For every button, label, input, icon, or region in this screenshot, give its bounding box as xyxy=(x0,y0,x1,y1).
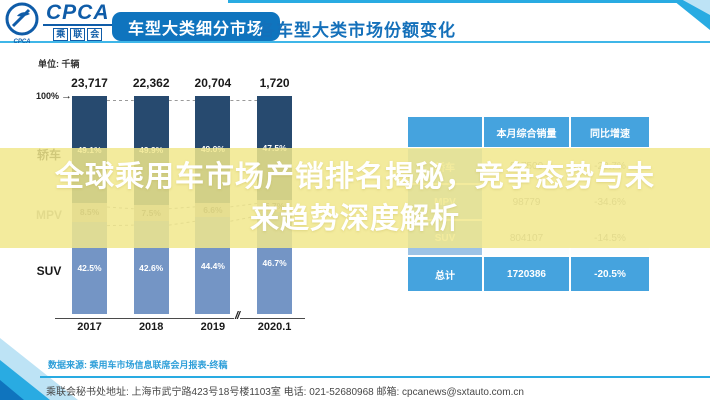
logo-sub-char: 乘 xyxy=(53,28,69,41)
logo-subtitle-boxes: 乘 联 会 xyxy=(53,28,103,41)
segment-value-label: 44.4% xyxy=(200,260,225,271)
x-axis-line xyxy=(55,318,305,319)
page-subtitle: 各车型大类市场份额变化 xyxy=(258,21,456,40)
table-total-row: 总计 1720386 -20.5% xyxy=(408,257,649,291)
headline-line-1: 全球乘用车市场产销排名揭秘，竞争态势与未 xyxy=(54,161,655,193)
bar-total-label: 1,720 xyxy=(259,76,290,90)
unit-label: 单位: 千辆 xyxy=(38,59,80,69)
hundred-percent-label: 100% xyxy=(36,91,60,101)
table-cell-growth: -20.5% xyxy=(571,257,649,291)
x-axis-label: 2020.1 xyxy=(257,320,292,333)
table-row-label: 总计 xyxy=(408,257,482,291)
bar-total-label: 20,704 xyxy=(194,76,232,90)
headline-banner: 全球乘用车市场产销排名揭秘，竞争态势与未 来趋势深度解析 xyxy=(0,148,710,248)
header-divider-line xyxy=(0,41,710,43)
table-header-growth: 同比增速 xyxy=(571,117,649,147)
x-axis-label: 2019 xyxy=(200,320,226,333)
footer-divider-line xyxy=(40,376,710,378)
table-cell-sales: 1720386 xyxy=(484,257,569,291)
cpca-logo: CPCA CPCA 乘 联 会 xyxy=(5,2,113,45)
data-source-note: 数据来源: 乘用车市场信息联席会月报表-终稿 xyxy=(48,360,228,370)
x-axis-label: 2017 xyxy=(77,321,102,334)
logo-brand-text: CPCA xyxy=(43,2,113,26)
hundred-percent-marker: 100% → xyxy=(36,89,73,102)
logo-sub-char: 联 xyxy=(70,28,86,41)
table-header-blank xyxy=(408,117,482,147)
series-label-SUV: SUV xyxy=(36,263,62,278)
top-accent-line xyxy=(228,0,710,3)
segment-value-label: 42.6% xyxy=(139,262,164,273)
segment-value-label: 46.7% xyxy=(262,257,287,268)
logo-caption: CPCA xyxy=(13,39,31,45)
bar-total-label: 22,362 xyxy=(132,76,170,90)
axis-break-mark: // xyxy=(234,310,240,322)
footer-contact-info: 乘联会秘书处地址: 上海市武宁路423号18号楼1103室 电话: 021-52… xyxy=(46,387,524,398)
cpca-logo-icon xyxy=(5,2,39,36)
page-title: 车型大类细分市场 xyxy=(112,12,281,41)
segment-value-label: 42.5% xyxy=(77,262,102,273)
logo-sub-char: 会 xyxy=(87,28,103,41)
table-header-row: 本月综合销量 同比增速 xyxy=(408,117,649,147)
axis-arrow-icon: → xyxy=(61,89,73,102)
x-axis-label: 2018 xyxy=(138,320,164,333)
segment-value-label: 47.5% xyxy=(263,143,287,153)
headline-line-2: 来趋势深度解析 xyxy=(249,203,460,235)
table-header-sales: 本月综合销量 xyxy=(484,117,569,147)
bar-total-label: 23,717 xyxy=(71,76,108,90)
